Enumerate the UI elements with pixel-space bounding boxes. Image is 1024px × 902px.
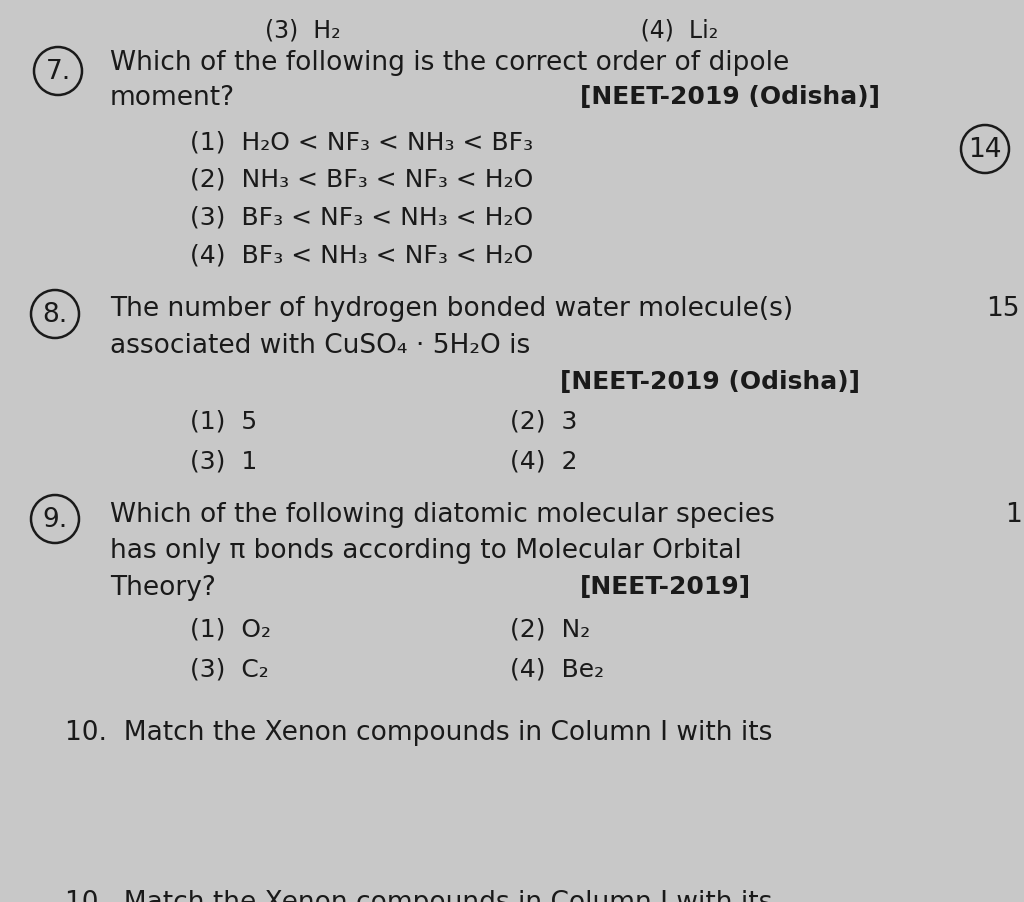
Text: (1)  O₂: (1) O₂	[190, 617, 271, 641]
Text: Theory?: Theory?	[110, 575, 216, 601]
Text: has only π bonds according to Molecular Orbital: has only π bonds according to Molecular …	[110, 538, 741, 564]
Text: 14: 14	[969, 137, 1001, 163]
Text: (4)  BF₃ < NH₃ < NF₃ < H₂O: (4) BF₃ < NH₃ < NF₃ < H₂O	[190, 244, 534, 268]
Text: [NEET-2019]: [NEET-2019]	[580, 575, 752, 598]
Text: (2)  NH₃ < BF₃ < NF₃ < H₂O: (2) NH₃ < BF₃ < NF₃ < H₂O	[190, 168, 534, 192]
Text: (3)  H₂                                        (4)  Li₂: (3) H₂ (4) Li₂	[265, 18, 718, 42]
Text: (2)  N₂: (2) N₂	[510, 617, 590, 641]
Text: (4)  Be₂: (4) Be₂	[510, 658, 604, 681]
Text: (1)  H₂O < NF₃ < NH₃ < BF₃: (1) H₂O < NF₃ < NH₃ < BF₃	[190, 130, 534, 154]
Text: Which of the following diatomic molecular species: Which of the following diatomic molecula…	[110, 502, 775, 528]
Text: The number of hydrogen bonded water molecule(s): The number of hydrogen bonded water mole…	[110, 296, 794, 322]
Text: moment?: moment?	[110, 85, 236, 111]
Text: (3)  1: (3) 1	[190, 449, 257, 474]
Text: 7.: 7.	[45, 59, 71, 85]
Text: [NEET-2019 (Odisha)]: [NEET-2019 (Odisha)]	[560, 370, 860, 393]
Text: Which of the following is the correct order of dipole: Which of the following is the correct or…	[110, 50, 790, 76]
Text: 10.  Match the Xenon compounds in Column I with its: 10. Match the Xenon compounds in Column …	[65, 889, 772, 902]
Text: (4)  2: (4) 2	[510, 449, 578, 474]
Text: 1: 1	[1006, 502, 1022, 528]
Text: [NEET-2019 (Odisha)]: [NEET-2019 (Odisha)]	[580, 85, 880, 109]
Text: (2)  3: (2) 3	[510, 410, 578, 434]
Text: associated with CuSO₄ · 5H₂O is: associated with CuSO₄ · 5H₂O is	[110, 333, 530, 359]
Text: (3)  BF₃ < NF₃ < NH₃ < H₂O: (3) BF₃ < NF₃ < NH₃ < H₂O	[190, 206, 534, 230]
Text: (3)  C₂: (3) C₂	[190, 658, 268, 681]
Text: 15: 15	[986, 296, 1020, 322]
Text: 9.: 9.	[42, 506, 68, 532]
Text: (1)  5: (1) 5	[190, 410, 257, 434]
Text: 8.: 8.	[42, 301, 68, 327]
Text: 10.  Match the Xenon compounds in Column I with its: 10. Match the Xenon compounds in Column …	[65, 719, 772, 745]
